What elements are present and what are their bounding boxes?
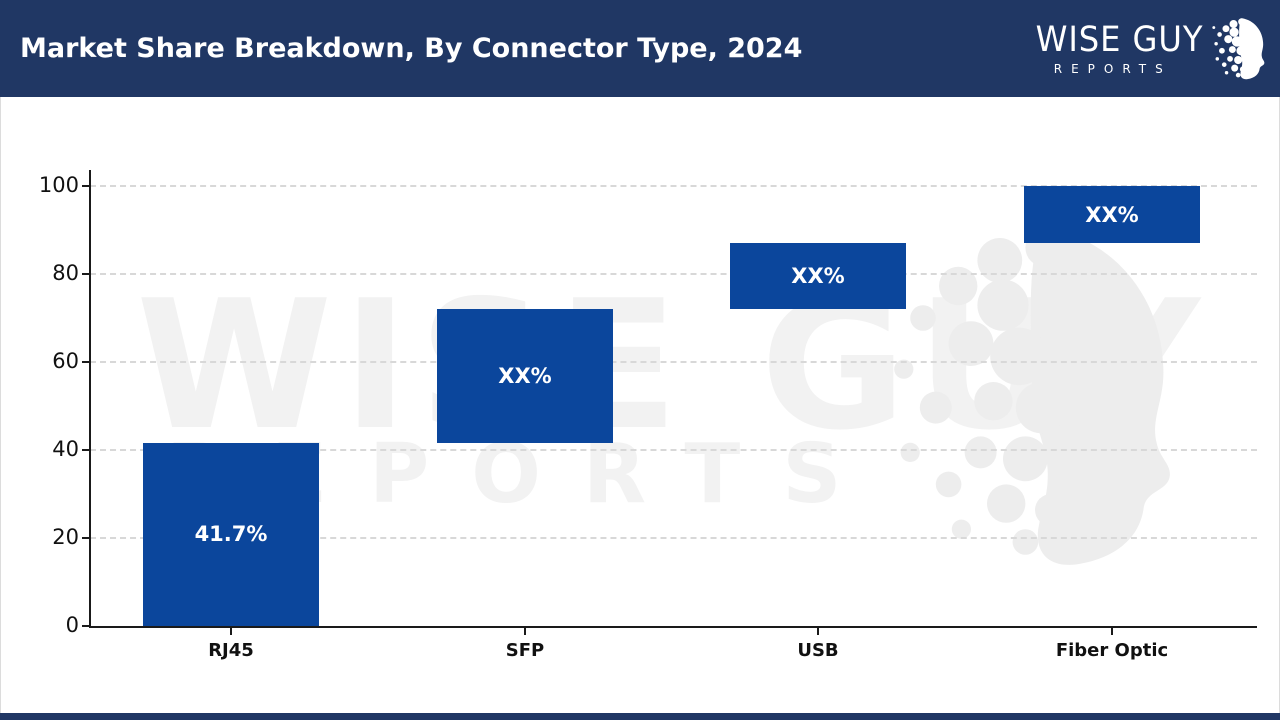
- footer-band: [0, 713, 1280, 720]
- bar-value-label: XX%: [498, 363, 552, 388]
- logo-wordmark: WISE GUY: [1036, 20, 1204, 60]
- y-tick-80: [82, 273, 89, 275]
- y-tick-label-80: 80: [52, 261, 79, 285]
- x-category-label: USB: [797, 640, 839, 661]
- y-tick-60: [82, 361, 89, 363]
- y-tick-label-100: 100: [38, 173, 79, 197]
- gridline-y80: [90, 273, 1257, 275]
- logo-text: WISE GUY REPORTS: [1021, 20, 1204, 76]
- bar-value-label: 41.7%: [194, 522, 268, 547]
- dotted-head-icon: [1212, 18, 1265, 80]
- y-tick-label-60: 60: [52, 349, 79, 373]
- gridline-y40: [90, 449, 1257, 451]
- bar-usb: XX%: [730, 243, 906, 310]
- header-band: Market Share Breakdown, By Connector Typ…: [0, 0, 1280, 97]
- logo-subtitle: REPORTS: [1053, 62, 1172, 76]
- y-tick-0: [82, 625, 89, 627]
- y-tick-40: [82, 449, 89, 451]
- x-tick-2: [524, 628, 526, 635]
- bar-fiber-optic: XX%: [1024, 186, 1200, 244]
- y-tick-20: [82, 537, 89, 539]
- x-category-label: SFP: [505, 640, 545, 661]
- x-axis-spine: [89, 626, 1257, 628]
- x-tick-1: [230, 628, 232, 635]
- wise-guy-reports-logo: WISE GUY REPORTS: [1034, 6, 1266, 92]
- bar-sfp: XX%: [437, 309, 613, 443]
- chart-title: Market Share Breakdown, By Connector Typ…: [20, 33, 803, 64]
- x-category-label: RJ45: [208, 640, 254, 661]
- y-tick-label-40: 40: [52, 437, 79, 461]
- bar-value-label: XX%: [1085, 202, 1139, 227]
- plot-area: 0 20 40 60 80 100 41.7% RJ45 XX% SFP XX% USB XX% Fibe…: [1, 97, 1280, 713]
- chart-canvas: WISE GUY REPORTS 0 20 40 60 80 100 41.7% RJ45 XX…: [0, 97, 1280, 713]
- y-tick-100: [82, 185, 89, 187]
- watermark-dotted-head: [883, 228, 1170, 565]
- gridline-y60: [90, 361, 1257, 363]
- gridline-y100: [90, 185, 1257, 187]
- y-axis-spine: [89, 170, 91, 628]
- x-tick-4: [1111, 628, 1113, 635]
- x-tick-3: [817, 628, 819, 635]
- gridline-y20: [90, 537, 1257, 539]
- y-tick-label-0: 0: [65, 613, 79, 637]
- y-tick-label-20: 20: [52, 525, 79, 549]
- bar-rj45: 41.7%: [143, 442, 319, 626]
- bar-value-label: XX%: [791, 264, 845, 289]
- x-category-label: Fiber Optic: [1055, 640, 1169, 661]
